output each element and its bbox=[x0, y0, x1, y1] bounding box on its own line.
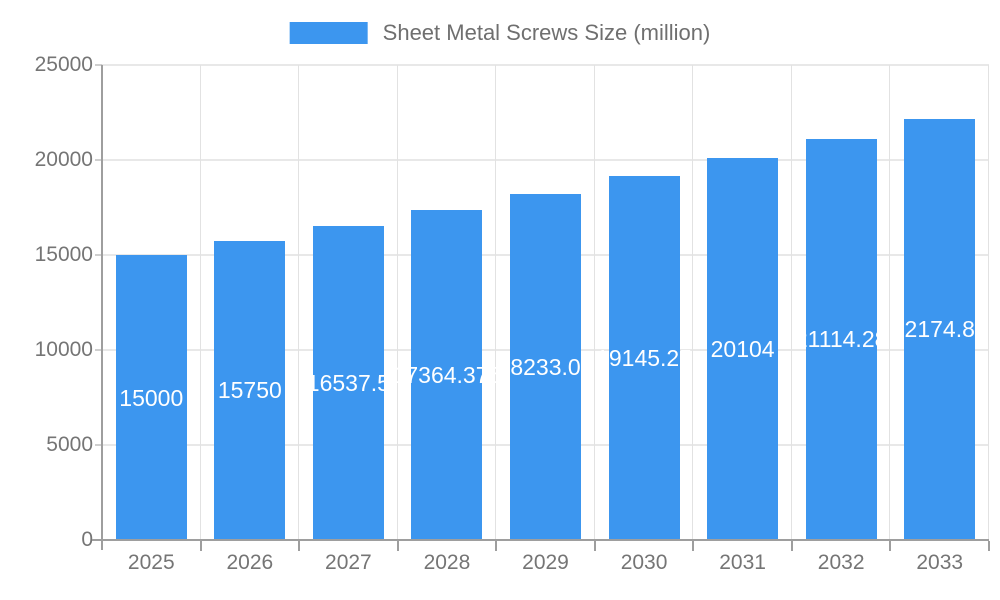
gridline-vertical bbox=[988, 65, 989, 540]
x-tick-mark bbox=[397, 541, 399, 551]
y-tick-mark bbox=[95, 159, 102, 161]
y-tick-mark bbox=[95, 254, 102, 256]
x-tick-mark bbox=[495, 541, 497, 551]
gridline-horizontal bbox=[102, 64, 989, 66]
x-tick-label: 2031 bbox=[719, 551, 766, 574]
y-tick-label: 25000 bbox=[34, 53, 93, 76]
bar-2033[interactable] bbox=[904, 118, 976, 540]
gridline-vertical bbox=[594, 65, 595, 540]
bar-2029[interactable] bbox=[510, 193, 581, 540]
y-tick-mark bbox=[95, 349, 102, 351]
x-tick-mark bbox=[200, 541, 202, 551]
x-tick-mark bbox=[791, 541, 793, 551]
bar-2025[interactable] bbox=[115, 255, 187, 540]
x-tick-mark bbox=[889, 541, 891, 551]
x-tick-mark bbox=[988, 541, 990, 551]
y-tick-label: 15000 bbox=[34, 243, 93, 266]
bar-2026[interactable] bbox=[214, 240, 286, 540]
gridline-vertical bbox=[889, 65, 890, 540]
gridline-vertical bbox=[692, 65, 693, 540]
y-tick-label: 5000 bbox=[46, 433, 93, 456]
x-tick-label: 2030 bbox=[620, 551, 668, 574]
gridline-vertical bbox=[200, 65, 201, 540]
gridline-vertical bbox=[791, 65, 792, 540]
x-tick-label: 2029 bbox=[522, 551, 569, 574]
bar-2028[interactable] bbox=[411, 210, 483, 540]
x-tick-mark bbox=[594, 541, 596, 551]
y-tick-mark bbox=[95, 64, 102, 66]
bar-2032[interactable] bbox=[805, 138, 877, 540]
legend-label: Sheet Metal Screws Size (million) bbox=[382, 20, 711, 45]
gridline-vertical bbox=[397, 65, 398, 540]
x-axis-line bbox=[92, 539, 989, 541]
x-tick-label: 2032 bbox=[817, 551, 865, 574]
gridline-vertical bbox=[495, 65, 496, 540]
bar-2031[interactable] bbox=[707, 158, 779, 540]
gridline-vertical bbox=[298, 65, 299, 540]
x-tick-label: 2033 bbox=[916, 551, 964, 574]
y-tick-label: 0 bbox=[81, 528, 93, 551]
x-tick-label: 2028 bbox=[423, 551, 471, 574]
legend-item[interactable]: Sheet Metal Screws Size (million) bbox=[289, 20, 711, 46]
y-axis-line bbox=[101, 65, 103, 550]
legend-swatch-icon bbox=[289, 22, 368, 44]
plot-area: 15000 15750 16537.5 17364.375 18233.09 19145.… bbox=[102, 64, 989, 540]
y-tick-label: 10000 bbox=[34, 338, 93, 361]
y-tick-label: 20000 bbox=[34, 148, 93, 171]
gridline-horizontal bbox=[102, 159, 989, 161]
x-tick-label: 2026 bbox=[226, 551, 274, 574]
bar-2030[interactable] bbox=[608, 176, 680, 540]
y-tick-mark bbox=[95, 444, 102, 446]
x-tick-label: 2027 bbox=[325, 551, 372, 574]
x-tick-mark bbox=[298, 541, 300, 551]
x-tick-mark bbox=[692, 541, 694, 551]
bar-2027[interactable] bbox=[312, 225, 384, 540]
x-tick-label: 2025 bbox=[127, 551, 175, 574]
